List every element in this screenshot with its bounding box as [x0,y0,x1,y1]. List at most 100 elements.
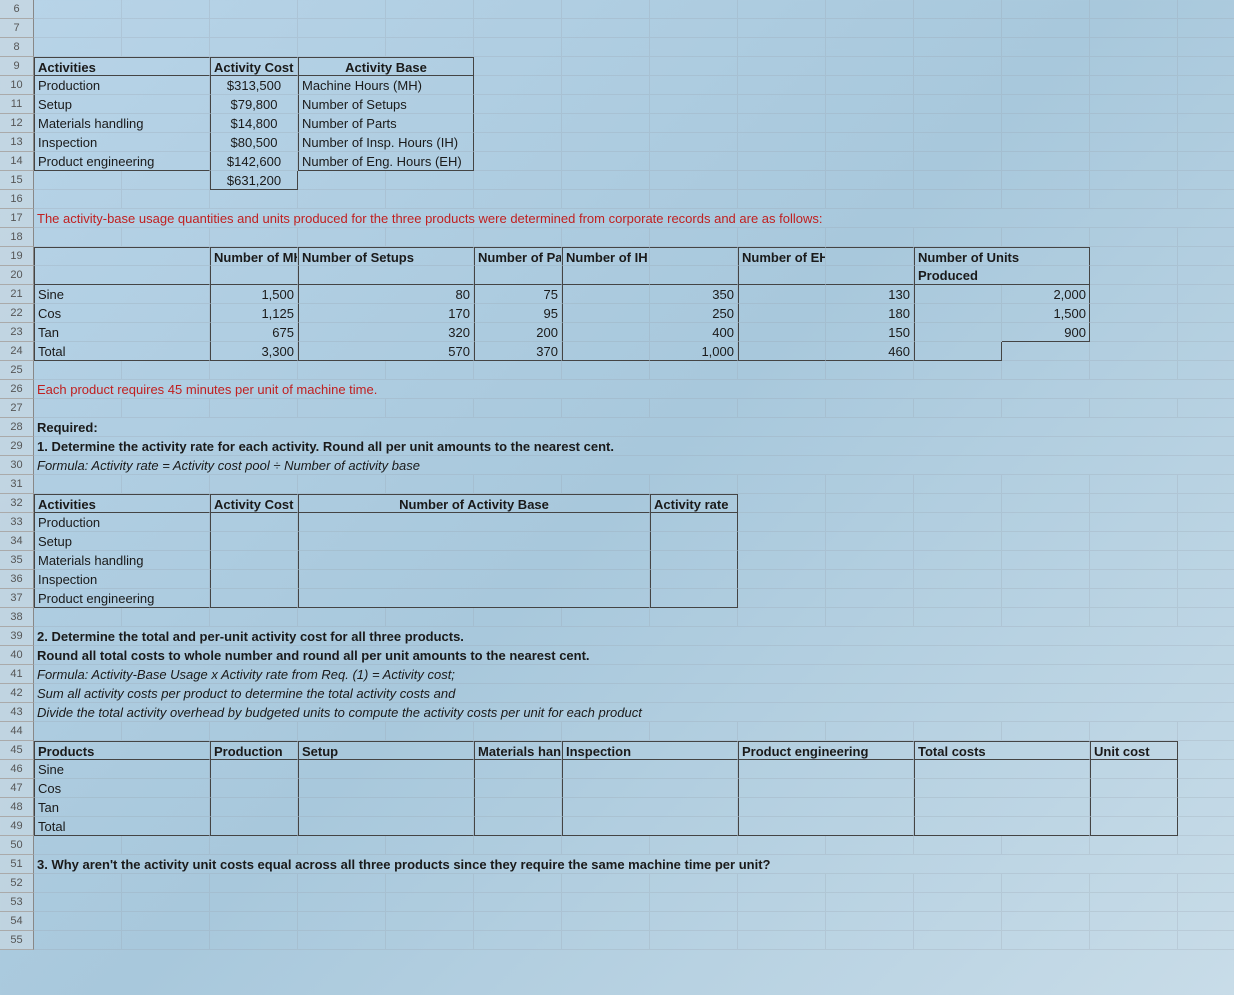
row-header: 37 [0,589,34,608]
table2-cell[interactable]: 350 [650,285,738,304]
table1-cell[interactable]: Number of Parts [298,114,474,133]
table1-cell[interactable]: $80,500 [210,133,298,152]
table2-header[interactable]: Number of Units [914,247,1090,266]
row-header: 23 [0,323,34,342]
table2-cell[interactable]: 1,125 [210,304,298,323]
table4-header[interactable]: Materials handling [474,741,562,760]
question-text[interactable]: 1. Determine the activity rate for each … [34,437,1234,456]
table1-cell[interactable]: Number of Insp. Hours (IH) [298,133,474,152]
table4-header[interactable]: Total costs [914,741,1090,760]
table1-header[interactable]: Activity Cost Pool [210,57,298,76]
table2-cell[interactable]: 2,000 [1002,285,1090,304]
formula-text[interactable]: Formula: Activity-Base Usage x Activity … [34,665,1234,684]
table1-header[interactable]: Activities [34,57,210,76]
table2-cell[interactable]: 1,000 [650,342,738,361]
table3-header[interactable]: Activities [34,494,210,513]
row-header: 20 [0,266,34,285]
table1-cell[interactable]: $313,500 [210,76,298,95]
table4-rowlabel[interactable]: Sine [34,760,210,779]
table1-cell[interactable]: Setup [34,95,210,114]
row-header: 19 [0,247,34,266]
formula-text[interactable]: Divide the total activity overhead by bu… [34,703,1234,722]
table3-rowlabel[interactable]: Production [34,513,210,532]
question-text[interactable]: 2. Determine the total and per-unit acti… [34,627,1234,646]
table2-cell[interactable]: 370 [474,342,562,361]
table3-rowlabel[interactable]: Materials handling [34,551,210,570]
table4-rowlabel[interactable]: Total [34,817,210,836]
table3-header[interactable]: Activity Cost Pool [210,494,298,513]
note-text[interactable]: Each product requires 45 minutes per uni… [34,380,1234,399]
table2-cell[interactable]: 80 [298,285,474,304]
table1-cell[interactable]: Number of Eng. Hours (EH) [298,152,474,171]
table4-header[interactable]: Production [210,741,298,760]
table2-header[interactable]: Number of Parts [474,247,562,266]
table2-cell[interactable]: 170 [298,304,474,323]
table2-header[interactable]: Number of MH [210,247,298,266]
table4-header[interactable]: Products [34,741,210,760]
table1-cell[interactable]: Product engineering [34,152,210,171]
row-header: 35 [0,551,34,570]
table2-cell[interactable]: 675 [210,323,298,342]
table4-header[interactable]: Setup [298,741,474,760]
table4-rowlabel[interactable]: Tan [34,798,210,817]
cell[interactable] [34,0,122,19]
table2-header[interactable]: Number of EH [738,247,826,266]
table1-cell[interactable]: Inspection [34,133,210,152]
row-header: 36 [0,570,34,589]
table1-cell[interactable]: $79,800 [210,95,298,114]
table2-cell[interactable]: 180 [826,304,914,323]
table2-header[interactable]: Produced [914,266,1090,285]
formula-text[interactable]: Sum all activity costs per product to de… [34,684,1234,703]
table1-total[interactable]: $631,200 [210,171,298,190]
table2-rowlabel[interactable]: Sine [34,285,210,304]
table1-cell[interactable]: $142,600 [210,152,298,171]
table2-cell[interactable]: 900 [1002,323,1090,342]
table4-rowlabel[interactable]: Cos [34,779,210,798]
table2-cell[interactable]: 1,500 [210,285,298,304]
table3-header[interactable]: Number of Activity Base [298,494,650,513]
table1-cell[interactable]: Materials handling [34,114,210,133]
table2-cell[interactable]: 570 [298,342,474,361]
table3-rowlabel[interactable]: Inspection [34,570,210,589]
table1-header[interactable]: Activity Base [298,57,474,76]
table2-cell[interactable]: 460 [826,342,914,361]
table2-cell[interactable]: 130 [826,285,914,304]
row-header: 21 [0,285,34,304]
table2-cell[interactable]: 3,300 [210,342,298,361]
table2-cell[interactable]: 150 [826,323,914,342]
row-header: 18 [0,228,34,247]
table2-cell[interactable]: 200 [474,323,562,342]
table2-rowlabel[interactable]: Cos [34,304,210,323]
table1-cell[interactable]: $14,800 [210,114,298,133]
table1-cell[interactable]: Number of Setups [298,95,474,114]
table2-cell[interactable]: 400 [650,323,738,342]
table2-rowlabel[interactable]: Total [34,342,210,361]
question-text[interactable]: Round all total costs to whole number an… [34,646,1234,665]
table2-cell[interactable]: 75 [474,285,562,304]
note-text[interactable]: The activity-base usage quantities and u… [34,209,1234,228]
table1-cell[interactable]: Production [34,76,210,95]
row-header: 17 [0,209,34,228]
table2-header[interactable]: Number of IH [562,247,650,266]
table2-cell[interactable]: 320 [298,323,474,342]
table4-header[interactable]: Unit cost [1090,741,1178,760]
table2-cell[interactable]: 1,500 [1002,304,1090,323]
table2-cell[interactable]: 250 [650,304,738,323]
table3-rowlabel[interactable]: Product engineering [34,589,210,608]
row-header: 13 [0,133,34,152]
row-header: 50 [0,836,34,855]
question-text[interactable]: 3. Why aren't the activity unit costs eq… [34,855,1234,874]
table2-header[interactable]: Number of Setups [298,247,474,266]
row-header: 49 [0,817,34,836]
table3-header[interactable]: Activity rate [650,494,738,513]
table2-cell[interactable]: 95 [474,304,562,323]
row-header: 44 [0,722,34,741]
table1-cell[interactable]: Machine Hours (MH) [298,76,474,95]
table4-header[interactable]: Product engineering [738,741,914,760]
required-label[interactable]: Required: [34,418,1234,437]
row-header: 46 [0,760,34,779]
table2-rowlabel[interactable]: Tan [34,323,210,342]
table4-header[interactable]: Inspection [562,741,738,760]
table3-rowlabel[interactable]: Setup [34,532,210,551]
formula-text[interactable]: Formula: Activity rate = Activity cost p… [34,456,1234,475]
